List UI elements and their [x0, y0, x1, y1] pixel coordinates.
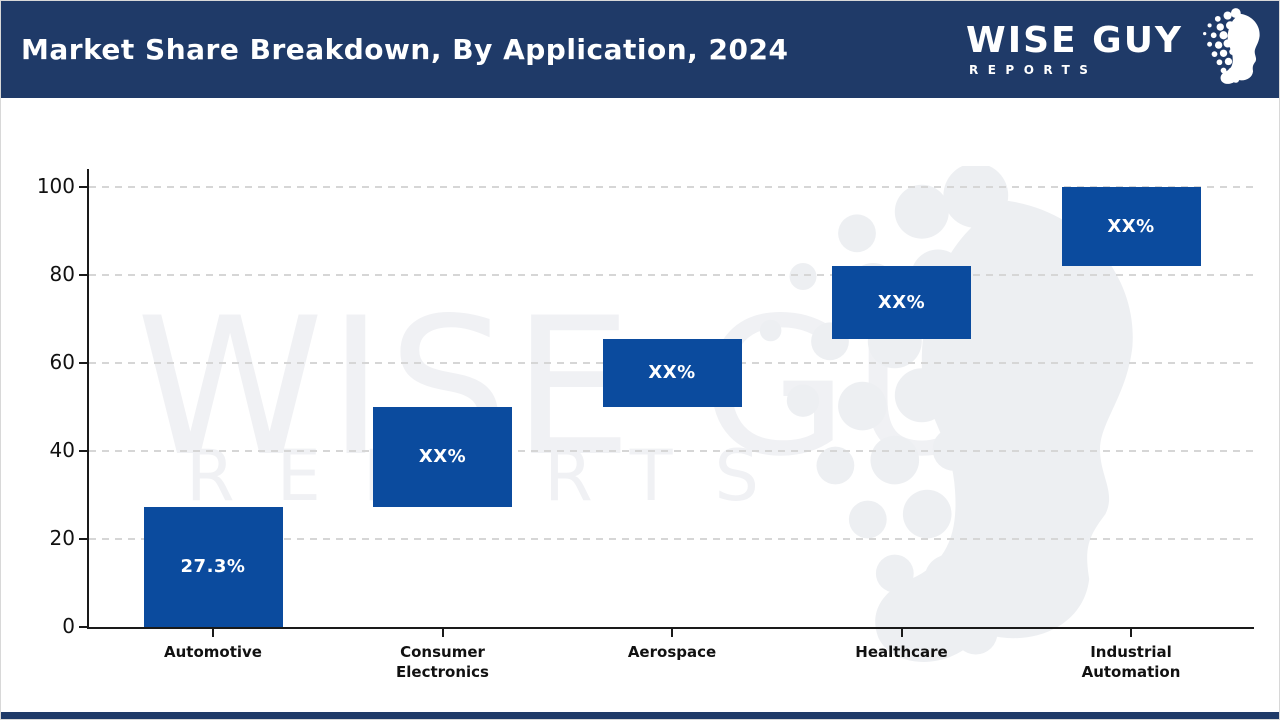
header-bar: Market Share Breakdown, By Application, …: [1, 1, 1279, 98]
x-category-label: Healthcare: [855, 643, 948, 661]
bar-segment: XX%: [373, 407, 512, 507]
y-gridline: [89, 186, 1254, 188]
x-axis-tick: [212, 629, 214, 637]
x-category-label: Aerospace: [627, 643, 717, 661]
bar-segment: 27.3%: [143, 506, 283, 627]
brand-logo: WISE GUY REPORTS: [965, 7, 1279, 92]
y-axis-tick: [79, 186, 87, 188]
y-gridline: [89, 274, 1254, 276]
footer-bar: [1, 712, 1279, 719]
bar-value-label: XX%: [877, 291, 926, 313]
y-axis-tick: [79, 362, 87, 364]
brand-name: WISE GUY: [965, 19, 1183, 61]
bar-segment: XX%: [1061, 187, 1201, 267]
x-axis-tick: [441, 629, 444, 637]
brand-face-dots-icon: [1203, 7, 1260, 84]
x-category-label: Automotive: [164, 643, 262, 661]
y-gridline: [89, 538, 1254, 540]
page-title: Market Share Breakdown, By Application, …: [21, 33, 789, 66]
x-axis-line: [87, 627, 1254, 629]
bar-value-label: XX%: [418, 446, 467, 468]
y-axis-tick: [79, 626, 87, 628]
bar-value-label: XX%: [648, 362, 696, 384]
y-tick-label: 80: [49, 262, 75, 286]
bar-value-label: XX%: [1107, 216, 1155, 238]
bar-segment: XX%: [602, 338, 742, 407]
y-tick-label: 20: [49, 526, 75, 550]
y-tick-label: 100: [36, 174, 75, 198]
x-axis-tick: [1130, 629, 1132, 637]
y-axis-line: [87, 169, 89, 629]
x-category-label: Industrial Automation: [1081, 643, 1181, 682]
x-axis-tick: [671, 629, 673, 637]
bar-segment: XX%: [832, 266, 971, 339]
y-tick-label: 40: [49, 438, 75, 462]
x-axis-tick: [900, 629, 903, 637]
bar-value-label: 27.3%: [180, 556, 246, 578]
brand-subname: REPORTS: [968, 62, 1098, 77]
brand-logo-text: WISE GUY REPORTS: [965, 19, 1183, 77]
y-tick-label: 60: [49, 350, 75, 374]
y-axis-tick: [79, 450, 87, 452]
y-gridline: [89, 450, 1254, 452]
y-axis-tick: [79, 538, 87, 540]
y-tick-label: 0: [62, 614, 75, 638]
x-category-label: Consumer Electronics: [396, 643, 489, 682]
y-axis-tick: [79, 274, 87, 276]
